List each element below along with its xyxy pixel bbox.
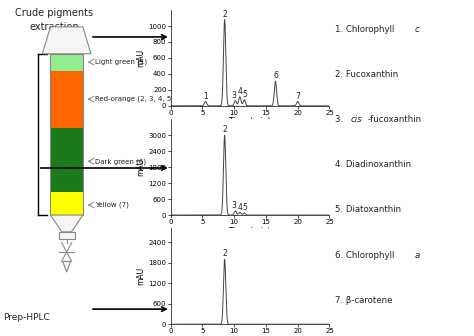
Text: 7. β-carotene: 7. β-carotene bbox=[335, 296, 392, 305]
Polygon shape bbox=[42, 27, 91, 54]
Bar bbox=[50, 192, 83, 215]
Text: 2: 2 bbox=[222, 125, 227, 134]
Text: 5. Diatoxanthin: 5. Diatoxanthin bbox=[335, 205, 401, 214]
Text: a: a bbox=[414, 251, 419, 260]
Text: Prep-HPLC: Prep-HPLC bbox=[4, 313, 50, 322]
Text: extraction: extraction bbox=[29, 22, 79, 32]
Text: Yellow (7): Yellow (7) bbox=[95, 202, 129, 208]
Bar bbox=[50, 54, 83, 215]
Text: 3.: 3. bbox=[335, 115, 346, 124]
Text: 5: 5 bbox=[243, 203, 247, 212]
Text: 2: 2 bbox=[222, 10, 227, 19]
Text: 2. Fucoxanthin: 2. Fucoxanthin bbox=[335, 70, 398, 79]
Text: 4. Diadinoxanthin: 4. Diadinoxanthin bbox=[335, 160, 411, 169]
Text: 2: 2 bbox=[222, 249, 227, 258]
Text: Crude pigments: Crude pigments bbox=[15, 8, 93, 18]
Text: 4: 4 bbox=[237, 87, 242, 96]
Text: 7: 7 bbox=[295, 92, 300, 101]
Text: 6: 6 bbox=[273, 71, 278, 80]
Polygon shape bbox=[59, 232, 75, 239]
Text: 1. Chlorophyll: 1. Chlorophyll bbox=[335, 25, 397, 34]
Text: 3: 3 bbox=[232, 91, 237, 100]
Text: cis: cis bbox=[351, 115, 362, 124]
Text: -fucoxanthin: -fucoxanthin bbox=[368, 115, 422, 124]
Polygon shape bbox=[63, 261, 71, 272]
Text: 6. Chlorophyll: 6. Chlorophyll bbox=[335, 251, 397, 260]
Y-axis label: mAU: mAU bbox=[137, 49, 146, 67]
Bar bbox=[50, 128, 83, 192]
Text: 1: 1 bbox=[203, 92, 208, 101]
Y-axis label: mAU: mAU bbox=[137, 158, 146, 176]
Text: Red-orange (2, 3, 4, 5): Red-orange (2, 3, 4, 5) bbox=[95, 96, 174, 102]
Polygon shape bbox=[50, 215, 83, 232]
X-axis label: Time (min): Time (min) bbox=[229, 117, 271, 126]
Text: 4: 4 bbox=[237, 203, 242, 212]
Text: Light green (1): Light green (1) bbox=[95, 59, 147, 66]
Text: 5: 5 bbox=[243, 90, 247, 99]
Text: c: c bbox=[414, 25, 419, 34]
Bar bbox=[50, 71, 83, 128]
Bar bbox=[50, 54, 83, 71]
Y-axis label: mAU: mAU bbox=[137, 267, 146, 285]
Text: Dark green (6): Dark green (6) bbox=[95, 158, 146, 165]
X-axis label: Time (min): Time (min) bbox=[229, 226, 271, 236]
Text: 3: 3 bbox=[232, 201, 237, 210]
